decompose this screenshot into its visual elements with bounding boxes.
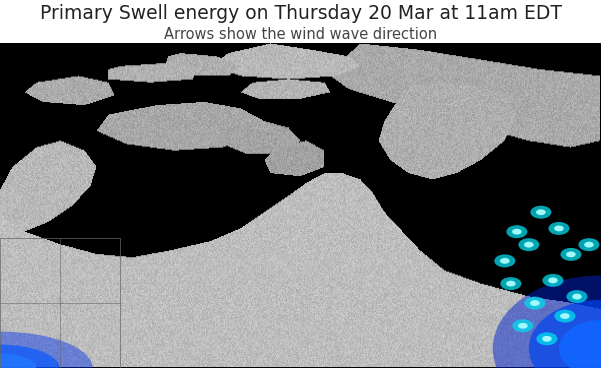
Ellipse shape xyxy=(529,300,601,368)
Ellipse shape xyxy=(0,332,93,368)
Ellipse shape xyxy=(542,336,552,342)
Ellipse shape xyxy=(560,248,582,261)
Ellipse shape xyxy=(524,297,546,309)
Ellipse shape xyxy=(566,290,587,303)
Ellipse shape xyxy=(572,294,582,300)
Ellipse shape xyxy=(500,277,521,290)
Ellipse shape xyxy=(566,251,576,257)
Text: Primary Swell energy on Thursday 20 Mar at 11am EDT: Primary Swell energy on Thursday 20 Mar … xyxy=(40,4,561,22)
Ellipse shape xyxy=(493,276,601,368)
Ellipse shape xyxy=(584,242,594,248)
Ellipse shape xyxy=(549,222,570,235)
Ellipse shape xyxy=(536,209,546,215)
Ellipse shape xyxy=(506,225,528,238)
Ellipse shape xyxy=(0,344,59,368)
Ellipse shape xyxy=(530,206,552,219)
Ellipse shape xyxy=(543,274,564,287)
Ellipse shape xyxy=(578,238,600,251)
Ellipse shape xyxy=(512,319,534,332)
Ellipse shape xyxy=(548,277,558,283)
Ellipse shape xyxy=(0,354,37,368)
Text: Arrows show the wind wave direction: Arrows show the wind wave direction xyxy=(164,27,437,42)
Ellipse shape xyxy=(518,323,528,329)
Ellipse shape xyxy=(536,332,558,345)
Ellipse shape xyxy=(494,254,515,268)
Ellipse shape xyxy=(524,242,534,248)
Ellipse shape xyxy=(560,313,570,319)
Ellipse shape xyxy=(518,238,540,251)
Ellipse shape xyxy=(554,226,564,231)
Ellipse shape xyxy=(554,309,576,323)
Ellipse shape xyxy=(506,281,516,287)
Ellipse shape xyxy=(559,320,601,368)
Ellipse shape xyxy=(500,258,510,264)
Ellipse shape xyxy=(530,300,540,306)
Ellipse shape xyxy=(512,229,522,234)
